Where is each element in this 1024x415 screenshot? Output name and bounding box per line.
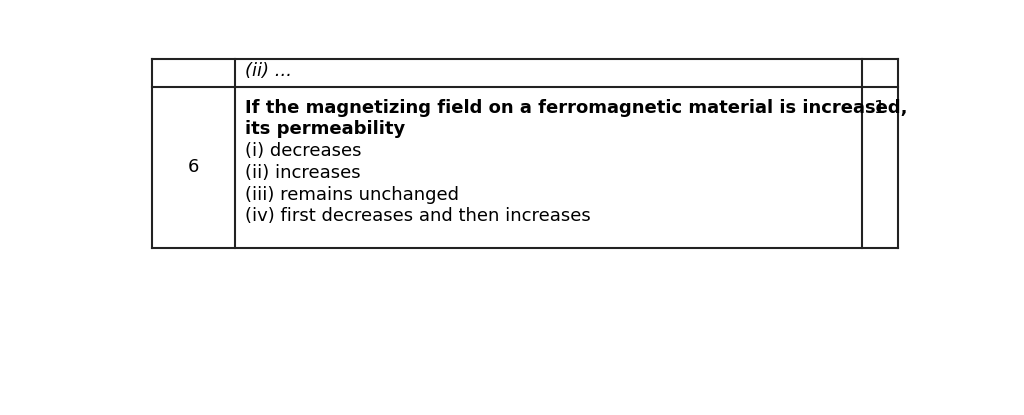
Text: its permeability: its permeability — [245, 120, 406, 139]
Text: (i) decreases: (i) decreases — [245, 142, 361, 160]
Text: (ii) ...: (ii) ... — [245, 62, 292, 81]
Text: (ii) increases: (ii) increases — [245, 164, 360, 182]
Text: (iv) first decreases and then increases: (iv) first decreases and then increases — [245, 208, 591, 225]
Text: (iii) remains unchanged: (iii) remains unchanged — [245, 186, 459, 204]
Text: If the magnetizing field on a ferromagnetic material is increased,: If the magnetizing field on a ferromagne… — [245, 99, 907, 117]
Text: 6: 6 — [187, 158, 200, 176]
Text: 1: 1 — [874, 99, 886, 117]
